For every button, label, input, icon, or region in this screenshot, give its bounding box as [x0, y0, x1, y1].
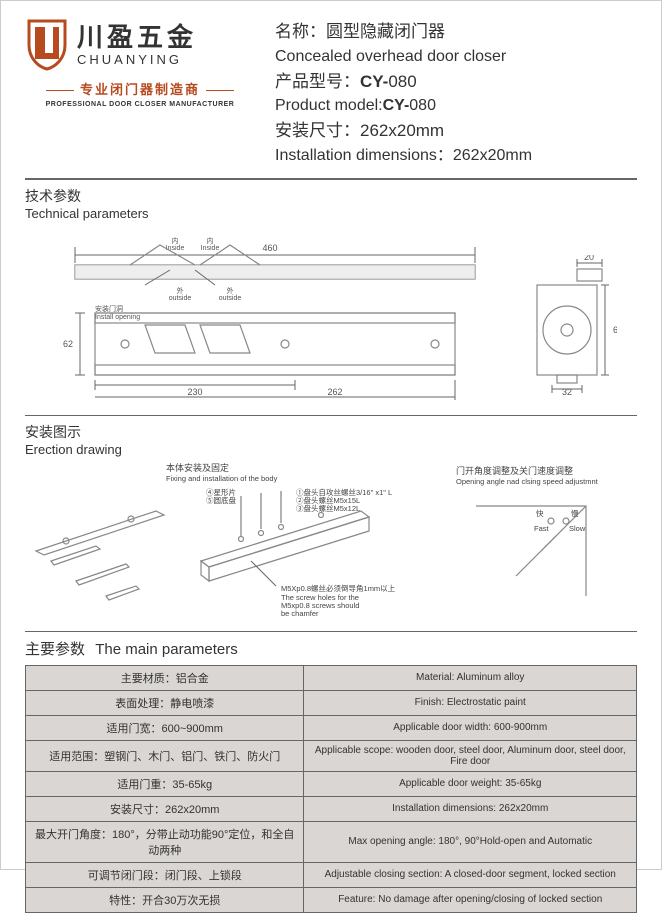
erect-title-en: Erection drawing	[25, 442, 637, 457]
name-cn: 圆型隐藏闭门器	[326, 22, 445, 41]
angle-cn: 门开角度调整及关门速度调整	[456, 465, 573, 476]
param-cn: 可调节闭门段：闭门段、上锁段	[26, 862, 304, 887]
dim-20: 20	[584, 255, 594, 262]
brand-name-cn: 川盈五金	[77, 24, 197, 50]
table-row: 适用门重：35-65kgApplicable door weight: 35-6…	[26, 771, 637, 796]
param-cn: 最大开门角度：180°，分带止动功能90°定位，和全自动两种	[26, 821, 304, 862]
model-suffix-en: 080	[409, 97, 436, 114]
shield-icon	[25, 19, 69, 71]
label-inside-en-2: Inside	[201, 245, 220, 252]
table-row: 安装尺寸：262x20mmInstallation dimensions: 26…	[26, 796, 637, 821]
screws-e: ⑤圆底盘	[206, 495, 236, 505]
angle-en: Opening angle nad clsing speed adjustmnt	[456, 477, 599, 486]
tech-title-cn: 技术参数	[25, 186, 637, 206]
dim-62-r: 62	[613, 325, 617, 335]
note-cn: M5Xp0.8螺丝必须倒导角1mm以上	[281, 583, 396, 593]
dim-460: 460	[262, 243, 277, 253]
param-en: Max opening angle: 180°, 90°Hold-open an…	[304, 821, 637, 862]
table-row: 表面处理：静电喷漆Finish: Electrostatic paint	[26, 690, 637, 715]
table-row: 可调节闭门段：闭门段、上锁段Adjustable closing section…	[26, 862, 637, 887]
header: 川盈五金 CHUANYING 专业闭门器制造商 PROFESSIONAL DOO…	[25, 19, 637, 168]
slow-cn: 慢	[571, 508, 579, 518]
param-cn: 表面处理：静电喷漆	[26, 690, 304, 715]
fixing-en: Fixing and installation of the body	[166, 474, 278, 483]
model-label-cn: 产品型号：	[275, 72, 360, 91]
model-label-en: Product model:	[275, 97, 383, 114]
main-params-table: 主要材质：铝合金Material: Aluminum alloy表面处理：静电喷…	[25, 665, 637, 913]
erection-diagram: 本体安装及固定 Fixing and installation of the b…	[25, 461, 637, 621]
param-en: Applicable scope: wooden door, steel doo…	[304, 740, 637, 771]
brand-name-en: CHUANYING	[77, 52, 197, 67]
param-en: Finish: Electrostatic paint	[304, 690, 637, 715]
note-en3: be chamfer	[281, 609, 319, 618]
fast-cn: 快	[536, 508, 544, 518]
param-en: Feature: No damage after opening/closing…	[304, 887, 637, 912]
main-params-heading: 主要参数 The main parameters	[25, 638, 637, 659]
param-en: Installation dimensions: 262x20mm	[304, 796, 637, 821]
fast-en: Fast	[534, 524, 550, 533]
dim-label-en: Installation dimensions：	[275, 147, 453, 164]
tech-title-en: Technical parameters	[25, 206, 637, 221]
label-inside-cn-2: 内	[207, 236, 214, 245]
label-inside-cn-1: 内	[172, 236, 179, 245]
table-row: 适用门宽：600~900mmApplicable door width: 600…	[26, 715, 637, 740]
main-cn: 主要参数	[25, 641, 85, 658]
param-cn: 主要材质：铝合金	[26, 665, 304, 690]
param-en: Material: Aluminum alloy	[304, 665, 637, 690]
screws-c: ③盘头螺丝M5x12L	[296, 503, 360, 513]
slow-en: Slow	[569, 524, 586, 533]
dim-262: 262	[327, 387, 342, 397]
label-install-cn: 安装门洞	[95, 304, 123, 313]
model-prefix-en: CY-	[383, 97, 410, 114]
label-install-en: Install opening	[95, 314, 140, 321]
param-en: Applicable door width: 600-900mm	[304, 715, 637, 740]
param-cn: 特性：开合30万次无损	[26, 887, 304, 912]
param-en: Adjustable closing section: A closed-doo…	[304, 862, 637, 887]
model-suffix: 080	[388, 72, 416, 91]
technical-diagram: 460 内 Inside 内 Inside 外 outside 外 outsid…	[25, 225, 637, 405]
divider-mid	[25, 415, 637, 416]
model-prefix: CY-	[360, 72, 388, 91]
label-inside-en-1: Inside	[166, 245, 185, 252]
table-row: 最大开门角度：180°，分带止动功能90°定位，和全自动两种Max openin…	[26, 821, 637, 862]
label-outside-en-2: outside	[219, 295, 242, 302]
name-en: Concealed overhead door closer	[275, 45, 637, 69]
label-outside-en: outside	[169, 295, 192, 302]
name-label-cn: 名称：	[275, 22, 326, 41]
tagline-en: PROFESSIONAL DOOR CLOSER MANUFACTURER	[25, 101, 255, 108]
dim-en: 262x20mm	[453, 147, 532, 164]
param-en: Applicable door weight: 35-65kg	[304, 771, 637, 796]
label-outside-cn: 外	[177, 286, 184, 295]
main-en: The main parameters	[95, 641, 238, 658]
tagline-cn: 专业闭门器制造商	[80, 82, 200, 97]
erect-title-cn: 安装图示	[25, 422, 637, 442]
divider-top	[25, 178, 637, 180]
table-row: 主要材质：铝合金Material: Aluminum alloy	[26, 665, 637, 690]
fixing-cn: 本体安装及固定	[166, 462, 229, 473]
table-row: 特性：开合30万次无损Feature: No damage after open…	[26, 887, 637, 912]
divider-bottom	[25, 631, 637, 632]
product-title-block: 名称：圆型隐藏闭门器 Concealed overhead door close…	[275, 19, 637, 168]
param-cn: 适用门重：35-65kg	[26, 771, 304, 796]
param-cn: 适用范围：塑钢门、木门、铝门、铁门、防火门	[26, 740, 304, 771]
dim-230: 230	[187, 387, 202, 397]
dim-label-cn: 安装尺寸：	[275, 121, 360, 140]
table-row: 适用范围：塑钢门、木门、铝门、铁门、防火门Applicable scope: w…	[26, 740, 637, 771]
dim-cn: 262x20mm	[360, 121, 444, 140]
logo-block: 川盈五金 CHUANYING 专业闭门器制造商 PROFESSIONAL DOO…	[25, 19, 255, 168]
dim-62: 62	[63, 339, 73, 349]
param-cn: 适用门宽：600~900mm	[26, 715, 304, 740]
label-outside-cn-2: 外	[227, 286, 234, 295]
dim-32: 32	[562, 387, 572, 395]
param-cn: 安装尺寸：262x20mm	[26, 796, 304, 821]
